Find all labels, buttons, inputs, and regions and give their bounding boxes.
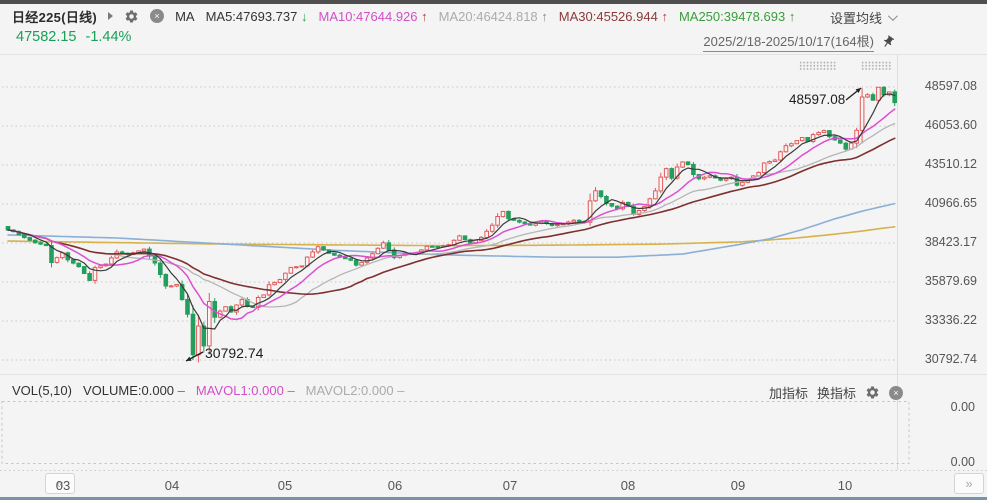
x-axis-label: 08 — [620, 478, 636, 493]
y-axis-label: 38423.17 — [924, 235, 977, 249]
volume-panel-header: VOL(5,10) VOLUME:0.000 – MAVOL1:0.000 – … — [12, 383, 404, 398]
ma5-value: MA5:47693.737 ↓ — [205, 8, 308, 24]
x-axis-label: 10 — [837, 478, 853, 493]
volume-panel-actions: 加指标 换指标 × — [769, 383, 903, 402]
change-percent: -1.44% — [85, 29, 132, 45]
indicator-name: MA — [175, 8, 195, 24]
y-axis-label: 33336.22 — [924, 313, 977, 327]
ma30-value: MA30:45526.944 ↑ — [558, 8, 668, 24]
y-axis-label: 43510.12 — [924, 157, 977, 171]
symbol-title[interactable]: 日经225(日线) — [12, 9, 98, 25]
last-price: 47582.15 — [16, 29, 77, 45]
symbol-dropdown-icon[interactable] — [108, 12, 114, 20]
bottom-scroll-track[interactable] — [0, 497, 987, 500]
x-axis-label: 04 — [164, 478, 180, 493]
date-range-link[interactable]: 2025/2/18-2025/10/17(164根) — [703, 31, 874, 52]
y-axis-label: 35879.69 — [924, 274, 977, 288]
vol-y-axis-label: 0.00 — [950, 400, 975, 414]
ma20-value: MA20:46424.818 ↑ — [438, 8, 548, 24]
x-axis-label: 05 — [277, 478, 293, 493]
y-axis-label: 30792.74 — [924, 352, 977, 366]
x-axis-label: 06 — [387, 478, 403, 493]
add-indicator-button[interactable]: 加指标 — [768, 386, 808, 401]
mavol2-value: MAVOL2:0.000 – — [305, 383, 405, 398]
y-axis-label: 48597.08 — [924, 79, 977, 93]
switch-indicator-button[interactable]: 换指标 — [816, 386, 856, 401]
x-axis-label: 03 — [55, 478, 71, 493]
volume-close-icon[interactable]: × — [889, 385, 903, 400]
mavol1-value: MAVOL1:0.000 – — [195, 383, 295, 398]
pin-icon[interactable] — [878, 32, 897, 51]
vol-indicator-name[interactable]: VOL(5,10) — [12, 383, 72, 398]
ma-close-icon[interactable]: × — [150, 9, 165, 23]
scroll-right-button[interactable]: » — [954, 473, 984, 494]
ma10-value: MA10:47644.926 ↑ — [318, 8, 428, 24]
x-axis-label: 07 — [502, 478, 518, 493]
ma250-value: MA250:39478.693 ↑ — [678, 8, 796, 24]
ma-settings-button[interactable]: 设置均线 — [830, 8, 898, 27]
vol-y-axis-label: 0.00 — [950, 455, 975, 469]
ma-settings-gear-icon[interactable] — [124, 9, 139, 24]
y-axis-label: 40966.65 — [924, 196, 977, 210]
chart-header: 日经225(日线) × MA MA5:47693.737 ↓ MA10:4764… — [12, 7, 795, 25]
chart-grip-handle[interactable] — [861, 61, 891, 70]
chart-grip-handle[interactable] — [799, 61, 836, 70]
volume-settings-gear-icon[interactable] — [865, 385, 880, 400]
scroll-left-button[interactable]: « — [45, 473, 75, 494]
volume-value: VOLUME:0.000 – — [82, 383, 185, 398]
price-row: 47582.15 -1.44% — [16, 29, 131, 45]
low-price-annotation: 30792.74 — [205, 345, 264, 361]
x-axis-label: 09 — [730, 478, 746, 493]
window-top-edge — [0, 0, 987, 4]
y-axis-label: 46053.60 — [924, 118, 977, 132]
high-price-annotation: 48597.08 — [789, 92, 846, 107]
date-range-row: 2025/2/18-2025/10/17(164根) — [703, 31, 895, 52]
